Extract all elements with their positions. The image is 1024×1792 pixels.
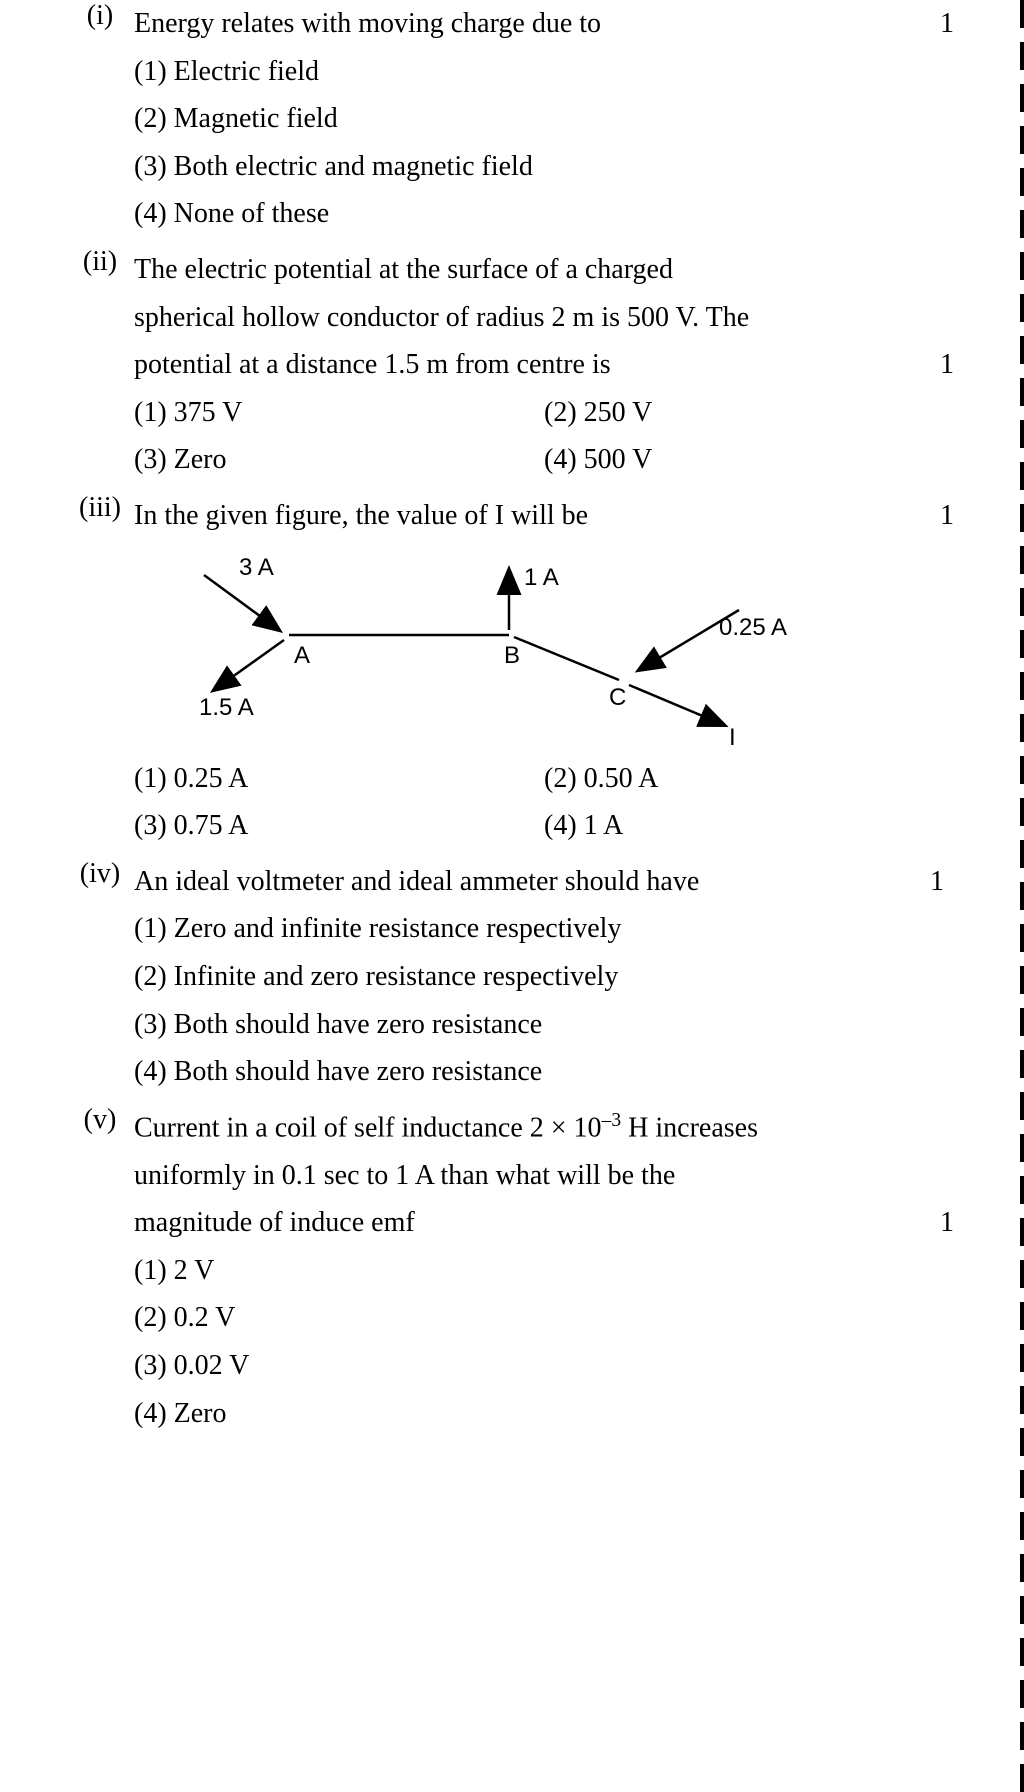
q5-text-l1: Current in a coil of self inductance 2 ×… [134, 1104, 954, 1152]
q4-label: (iv) [70, 858, 130, 890]
q5-l1a: Current in a coil of self inductance 2 ×… [134, 1112, 602, 1143]
q1-opt3: (3) Both electric and magnetic field [134, 143, 954, 191]
q3-opt2: (2) 0.50 A [544, 755, 954, 803]
circuit-svg: 3 A 1.5 A A B 1 A C [164, 555, 804, 745]
label-025a: 0.25 A [719, 614, 787, 641]
q1-text-span: Energy relates with moving charge due to [134, 8, 601, 39]
label-i: I [729, 724, 736, 745]
q4-text: An ideal voltmeter and ideal ammeter sho… [134, 858, 954, 906]
q4-opt4: (4) Both should have zero resistance [134, 1048, 954, 1096]
q2-text-l2: spherical hollow conductor of radius 2 m… [134, 294, 954, 342]
q5-opt3: (3) 0.02 V [134, 1342, 954, 1390]
q2-text-l3: potential at a distance 1.5 m from centr… [134, 341, 954, 389]
node-b: B [504, 642, 520, 669]
q5-sup: –3 [602, 1110, 622, 1131]
q1-marks: 1 [940, 0, 954, 48]
q5-l1b: H increases [621, 1112, 758, 1143]
q2-opt3: (3) Zero [134, 436, 544, 484]
q5-label: (v) [70, 1104, 130, 1136]
q2-opt1: (1) 375 V [134, 389, 544, 437]
node-c: C [609, 684, 626, 711]
q3-opt3: (3) 0.75 A [134, 802, 544, 850]
q4-opt3: (3) Both should have zero resistance [134, 1001, 954, 1049]
circuit-diagram: 3 A 1.5 A A B 1 A C [164, 555, 984, 745]
q1-opt4: (4) None of these [134, 190, 954, 238]
q3-text: In the given figure, the value of I will… [134, 492, 954, 540]
q2-marks: 1 [940, 341, 954, 389]
question-i: (i) Energy relates with moving charge du… [70, 0, 960, 238]
q5-opt1: (1) 2 V [134, 1247, 954, 1295]
q3-opt1: (1) 0.25 A [134, 755, 544, 803]
q5-opt4: (4) Zero [134, 1390, 954, 1438]
q4-marks: 1 [930, 858, 944, 906]
q2-opt2: (2) 250 V [544, 389, 954, 437]
q5-marks: 1 [940, 1199, 954, 1247]
q3-text-span: In the given figure, the value of I will… [134, 500, 588, 531]
question-iv: (iv) An ideal voltmeter and ideal ammete… [70, 858, 960, 1096]
q5-text-l3: magnitude of induce emf 1 [134, 1199, 954, 1247]
q2-text-l3-span: potential at a distance 1.5 m from centr… [134, 349, 611, 380]
q5-text-l3-span: magnitude of induce emf [134, 1207, 415, 1238]
q1-opt2: (2) Magnetic field [134, 95, 954, 143]
q2-opt4: (4) 500 V [544, 436, 954, 484]
q1-label: (i) [70, 0, 130, 32]
q1-opt1: (1) Electric field [134, 48, 954, 96]
label-1a: 1 A [524, 564, 559, 591]
q3-marks: 1 [940, 492, 954, 540]
question-v: (v) Current in a coil of self inductance… [70, 1104, 960, 1437]
q2-text-l1: The electric potential at the surface of… [134, 246, 954, 294]
question-iii: (iii) In the given figure, the value of … [70, 492, 960, 850]
label-1p5a: 1.5 A [199, 694, 254, 721]
page-divider [1020, 0, 1024, 1792]
node-a: A [294, 642, 310, 669]
q2-label: (ii) [70, 246, 130, 278]
q4-opt1: (1) Zero and infinite resistance respect… [134, 905, 954, 953]
label-3a: 3 A [239, 555, 274, 581]
q5-opt2: (2) 0.2 V [134, 1294, 954, 1342]
q4-opt2: (2) Infinite and zero resistance respect… [134, 953, 954, 1001]
question-ii: (ii) The electric potential at the surfa… [70, 246, 960, 484]
q5-text-l2: uniformly in 0.1 sec to 1 A than what wi… [134, 1152, 954, 1200]
q3-label: (iii) [70, 492, 130, 524]
q1-text: Energy relates with moving charge due to… [134, 0, 954, 48]
q4-text-span: An ideal voltmeter and ideal ammeter sho… [134, 866, 699, 897]
q3-opt4: (4) 1 A [544, 802, 954, 850]
